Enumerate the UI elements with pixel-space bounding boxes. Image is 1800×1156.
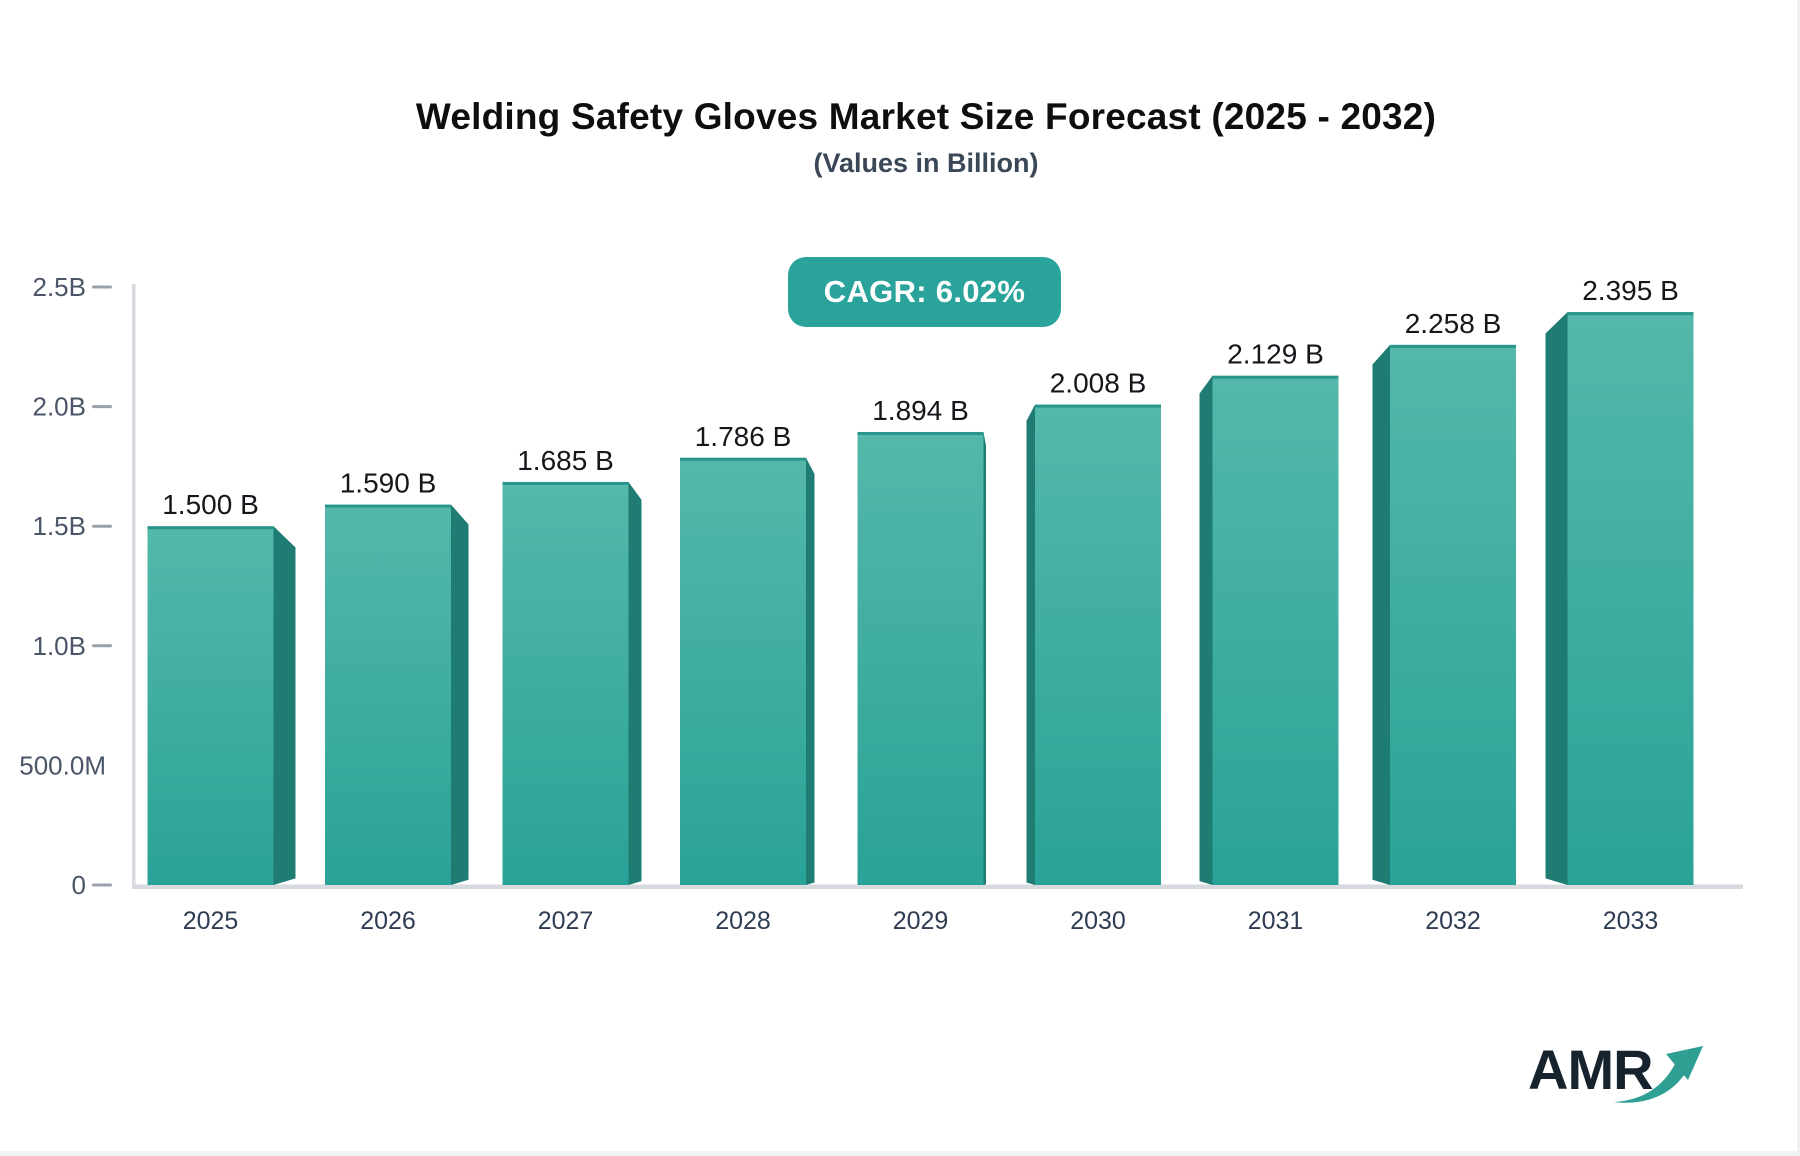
amr-logo-text: AMR [1528, 1038, 1654, 1101]
window-bottom-edge [0, 1151, 1800, 1156]
x-tick-label: 2030 [1070, 907, 1126, 935]
bar-side-face [1199, 375, 1213, 885]
bar-front-face [1390, 344, 1516, 885]
x-tick-label: 2027 [538, 907, 594, 935]
header: Welding Safety Gloves Market Size Foreca… [52, 96, 1800, 179]
bar-front-face [325, 504, 451, 885]
x-tick-label: 2033 [1603, 907, 1659, 935]
window-right-edge [1797, 0, 1800, 1156]
x-tick-label: 2028 [715, 907, 771, 935]
y-tick-label: 2.0B [33, 392, 87, 422]
y-tick-label: 1.0B [33, 631, 87, 661]
bar-side-face [628, 481, 642, 885]
bar-front-face [147, 526, 274, 885]
page-title: Welding Safety Gloves Market Size Foreca… [415, 96, 1437, 137]
y-tick-label: 500.0M [19, 750, 106, 780]
growth-arrow-icon [1614, 1046, 1703, 1103]
x-tick-label: 2029 [893, 907, 949, 935]
bar-value-label: 2.008 B [1050, 368, 1147, 399]
y-tick-dash [92, 644, 112, 648]
x-tick-label: 2031 [1248, 907, 1304, 935]
y-tick-dash [92, 524, 112, 528]
cagr-badge-label: CAGR: 6.02% [823, 274, 1026, 309]
bar-side-face [1545, 312, 1568, 886]
x-axis-line [132, 884, 1743, 889]
bar-side-face [451, 504, 469, 885]
x-tick-label: 2026 [360, 907, 416, 935]
page-subtitle: (Values in Billion) [813, 148, 1039, 178]
y-tick-label: 0 [72, 870, 86, 900]
x-tick-label: 2025 [183, 907, 239, 935]
y-tick-dash [92, 285, 112, 289]
bar-value-label: 1.685 B [517, 445, 614, 476]
y-tick-dash [92, 405, 112, 409]
cagr-badge: CAGR: 6.02% [788, 257, 1061, 327]
x-tick-label: 2032 [1425, 907, 1481, 935]
bar-value-label: 1.894 B [872, 395, 969, 426]
bar-front-face [680, 457, 806, 885]
bar-front-face [1567, 312, 1694, 886]
amr-logo: AMR [1528, 1042, 1718, 1122]
bar-value-label: 2.395 B [1582, 275, 1679, 306]
bar-side-face [1372, 344, 1390, 885]
bar-side-face [273, 526, 296, 885]
bar-side-face [806, 457, 815, 885]
bar-value-label: 2.258 B [1405, 308, 1502, 339]
bar-value-label: 2.129 B [1227, 339, 1324, 370]
bar-front-face [502, 481, 629, 885]
bar-value-label: 1.786 B [695, 421, 792, 452]
bar-front-face [1035, 404, 1161, 885]
bar-front-face [857, 431, 984, 885]
y-axis-line [132, 284, 136, 889]
y-tick-label: 1.5B [33, 511, 87, 541]
bar-value-label: 1.500 B [162, 489, 259, 520]
bar-side-face [983, 431, 986, 885]
bar-side-face [1026, 404, 1035, 885]
bar-front-face [1212, 375, 1339, 885]
y-tick-label: 2.5B [33, 272, 87, 302]
y-tick-dash [92, 883, 112, 887]
bar-value-label: 1.590 B [340, 468, 437, 499]
